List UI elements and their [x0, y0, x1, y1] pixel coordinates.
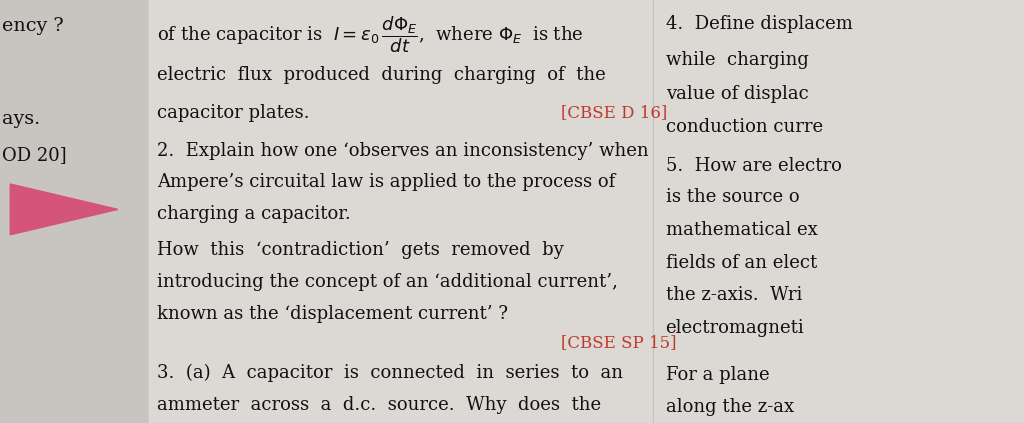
Text: along the z-ax: along the z-ax: [666, 398, 794, 416]
Text: ency ?: ency ?: [2, 17, 63, 35]
Text: the z-axis.  Wri: the z-axis. Wri: [666, 286, 802, 305]
Text: introducing the concept of an ‘additional current’,: introducing the concept of an ‘additiona…: [157, 273, 617, 291]
Text: known as the ‘displacement current’ ?: known as the ‘displacement current’ ?: [157, 305, 508, 323]
Text: 2.  Explain how one ‘observes an inconsistency’ when: 2. Explain how one ‘observes an inconsis…: [157, 142, 648, 160]
Text: mathematical ex: mathematical ex: [666, 221, 817, 239]
Text: of the capacitor is  $I = \varepsilon_0\,\dfrac{d\Phi_E}{dt}$,  where $\Phi_E$  : of the capacitor is $I = \varepsilon_0\,…: [157, 15, 584, 55]
Text: fields of an elect: fields of an elect: [666, 254, 817, 272]
Text: 5.  How are electro: 5. How are electro: [666, 157, 842, 175]
Text: value of displac: value of displac: [666, 85, 808, 103]
Text: capacitor plates.: capacitor plates.: [157, 104, 309, 122]
Text: electromagneti: electromagneti: [666, 319, 804, 337]
Text: How  this  ‘contradiction’  gets  removed  by: How this ‘contradiction’ gets removed by: [157, 241, 563, 259]
Polygon shape: [10, 184, 118, 235]
Text: Ampere’s circuital law is applied to the process of: Ampere’s circuital law is applied to the…: [157, 173, 615, 192]
Text: ammeter  across  a  d.c.  source.  Why  does  the: ammeter across a d.c. source. Why does t…: [157, 396, 601, 414]
Text: 4.  Define displacem: 4. Define displacem: [666, 15, 852, 33]
Text: charging a capacitor.: charging a capacitor.: [157, 205, 350, 223]
Text: ays.: ays.: [2, 110, 40, 128]
Text: conduction currе: conduction currе: [666, 118, 822, 137]
Text: [CBSE D 16]: [CBSE D 16]: [561, 104, 668, 121]
Text: 3.  (a)  A  capacitor  is  connected  in  series  to  an: 3. (a) A capacitor is connected in serie…: [157, 364, 623, 382]
Bar: [0, 0, 148, 423]
Text: electric  flux  produced  during  charging  of  the: electric flux produced during charging o…: [157, 66, 605, 84]
Text: [CBSE SP 15]: [CBSE SP 15]: [561, 334, 677, 351]
Text: is the source o: is the source o: [666, 188, 799, 206]
Text: For a plane: For a plane: [666, 366, 769, 384]
Text: while  charging: while charging: [666, 51, 809, 69]
Text: OD 20]: OD 20]: [2, 146, 67, 164]
